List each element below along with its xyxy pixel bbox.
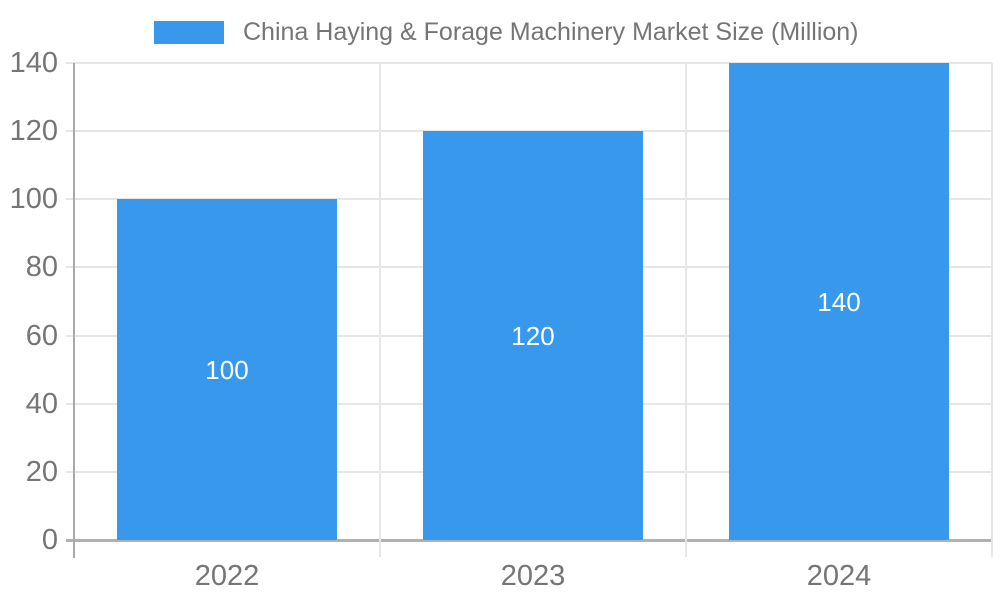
x-gridline [379,63,381,540]
x-axis-tick [991,540,993,557]
plot-right-border [991,63,993,540]
x-axis-tick [685,540,687,557]
y-tick-label: 20 [25,455,58,488]
bar-2022[interactable] [117,199,337,540]
y-tick-label: 120 [9,115,58,148]
y-tick-label: 60 [25,319,58,352]
y-tick-label: 80 [25,251,58,284]
chart-legend: China Haying & Forage Machinery Market S… [154,17,859,46]
x-tick-label: 2024 [806,560,872,592]
y-axis-line [73,63,75,558]
y-tick-label: 100 [9,183,58,216]
legend-swatch [154,20,224,44]
bar-value-label: 140 [817,286,861,317]
x-axis-line [66,539,992,542]
y-tick-label: 40 [25,387,58,420]
bar-2023[interactable] [423,131,643,540]
bar-2024[interactable] [729,63,949,540]
y-tick-label: 0 [41,524,58,556]
bar-value-label: 100 [205,354,249,385]
x-tick-label: 2023 [500,560,566,592]
x-axis-tick [379,540,381,557]
x-tick-label: 2022 [194,560,260,592]
plot-area: 0 20 40 60 80 100 120 140 100 2022 120 2023 140 2024 [10,47,993,592]
legend-title: China Haying & Forage Machinery Market S… [243,17,859,46]
y-gridline [66,62,992,64]
x-gridline [685,63,687,540]
bar-value-label: 120 [511,320,555,351]
y-tick-label: 140 [9,47,58,79]
